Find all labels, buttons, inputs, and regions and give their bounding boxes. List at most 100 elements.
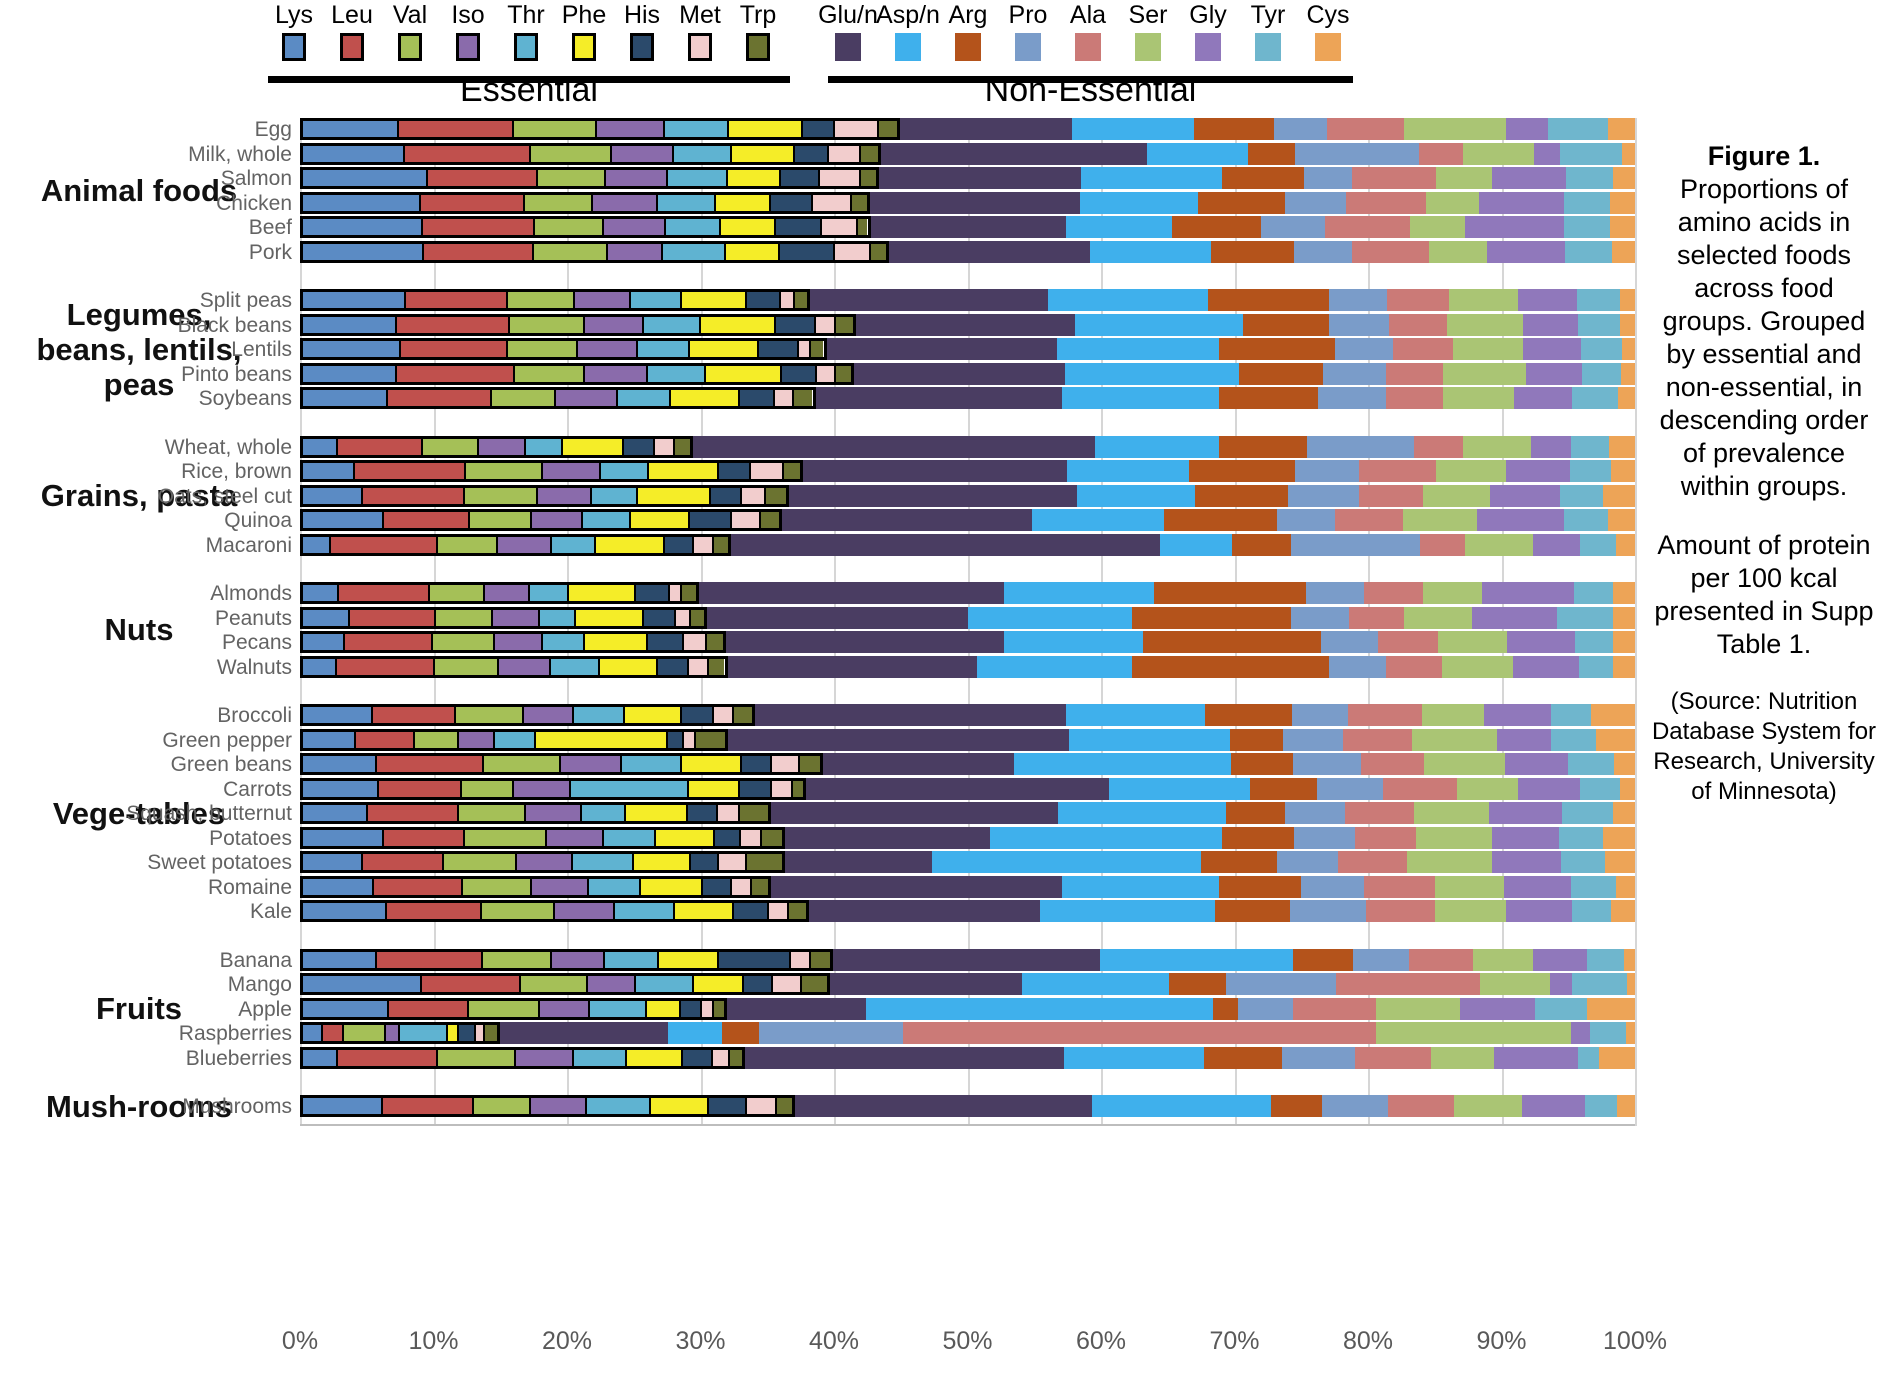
bar-segment-thr <box>592 487 638 504</box>
bar-segment-ser <box>1447 313 1524 336</box>
bar-segment-arg <box>1218 435 1308 458</box>
bar-segment-asp-n <box>1069 728 1231 751</box>
bar-segment-met <box>701 1000 714 1017</box>
bar-segment-trp <box>761 829 783 846</box>
bar-segment-thr <box>635 976 694 992</box>
bar-segment-thr <box>637 341 690 357</box>
bar-segment-lys <box>303 1049 338 1066</box>
bar-segment-lys <box>303 487 363 504</box>
essential-segment-group <box>300 533 732 556</box>
food-label-rice-brown: Rice, brown <box>181 460 292 483</box>
bar-segment-tyr <box>1566 167 1613 189</box>
bar-segment-asp-n <box>1080 191 1199 214</box>
table-row <box>300 875 1635 898</box>
bar-segment-phe <box>731 145 795 162</box>
food-label-macaroni: Macaroni <box>205 533 292 557</box>
bar-segment-asp-n <box>1004 631 1143 653</box>
bar-segment-trp <box>777 1098 792 1114</box>
bar-segment-glu-n <box>770 802 1059 824</box>
bar-segment-leu <box>397 316 511 333</box>
bar-segment-met <box>835 121 879 137</box>
bar-segment-gly <box>1505 118 1549 140</box>
table-row <box>300 240 1635 263</box>
bar-segment-cys <box>1612 582 1635 604</box>
bar-segment-val <box>435 658 499 675</box>
bar-segment-cys <box>1609 435 1635 458</box>
food-label-apple: Apple <box>238 997 292 1021</box>
bar-segment-thr <box>674 145 732 162</box>
food-label-mango: Mango <box>227 973 292 996</box>
x-tick-label: 30% <box>675 1327 726 1355</box>
bar-segment-ser <box>1403 509 1478 531</box>
bar-segment-trp <box>835 365 852 382</box>
bar-segment-cys <box>1586 997 1635 1020</box>
non-essential-segment-group <box>707 606 1635 629</box>
bar-segment-iso <box>458 731 495 748</box>
bar-segment-met <box>834 243 872 260</box>
bar-segment-thr <box>494 731 536 748</box>
bar-segment-met <box>731 512 761 528</box>
table-row <box>300 826 1635 849</box>
legend-swatch-pro <box>1015 33 1041 61</box>
bar-segment-glu-n <box>692 435 1095 458</box>
bar-segment-tyr <box>1563 216 1610 238</box>
bar-segment-pro <box>1292 704 1349 726</box>
bar-segment-val <box>468 1000 540 1017</box>
table-row <box>300 1095 1635 1117</box>
bar-segment-glu-n <box>880 142 1148 165</box>
bar-segment-thr <box>539 609 577 626</box>
bar-segment-arg <box>1231 753 1293 775</box>
bar-segment-cys <box>1612 631 1635 653</box>
bar-segment-iso <box>515 1049 574 1066</box>
bar-segment-his <box>710 487 743 504</box>
group-label-grains-pasta: Grains, pasta <box>40 478 238 513</box>
bar-segment-leu <box>377 756 485 772</box>
bar-segment-met <box>742 487 767 504</box>
bar-segment-leu <box>427 170 538 186</box>
bar-segment-gly <box>1477 509 1564 531</box>
essential-segment-group <box>300 435 693 458</box>
bar-segment-leu <box>406 292 508 308</box>
bar-segment-tyr <box>1569 460 1612 482</box>
essential-segment-group <box>300 777 806 800</box>
bar-segment-val <box>514 365 586 382</box>
bar-segment-trp <box>794 292 808 308</box>
bar-segment-asp-n <box>1067 460 1190 482</box>
bar-segment-ala <box>1364 875 1435 898</box>
non-essential-segment-group <box>789 484 1635 507</box>
essential-segment-group <box>300 1095 795 1117</box>
bar-segment-pro <box>1328 313 1390 336</box>
bar-segment-met <box>746 1098 778 1114</box>
bar-segment-cys <box>1620 362 1635 385</box>
bar-segment-arg <box>1203 1046 1283 1069</box>
bar-segment-met <box>772 756 801 772</box>
table-row <box>300 948 1635 971</box>
bar-segment-val <box>510 316 586 333</box>
legend-rule-non-essential <box>828 76 1353 83</box>
legend-label: Iso <box>451 1 485 29</box>
bar-segment-arg <box>1293 948 1354 971</box>
legend-label: Asp/n <box>876 1 940 29</box>
bar-segment-gly <box>1482 582 1575 604</box>
bar-segment-lys <box>303 219 424 235</box>
essential-segment-group <box>300 191 871 214</box>
bar-segment-cys <box>1595 728 1635 751</box>
legend-swatch-thr <box>514 33 538 61</box>
bar-segment-lys <box>303 634 346 650</box>
bar-segment-lys <box>303 512 385 528</box>
essential-segment-group <box>300 1022 500 1044</box>
bar-segment-gly <box>1497 728 1552 751</box>
table-row <box>300 802 1635 824</box>
legend-label: Pro <box>1008 1 1048 29</box>
bar-segment-val <box>459 805 526 821</box>
bar-segment-leu <box>382 1098 474 1114</box>
bar-segment-pro <box>1273 118 1327 140</box>
bar-segment-val <box>422 438 480 455</box>
bar-segment-ser <box>1465 533 1534 556</box>
legend-label: Gly <box>1189 1 1227 29</box>
bar-segment-asp-n <box>1048 289 1209 311</box>
bar-segment-val <box>524 194 594 211</box>
legend-item-arg: Arg <box>938 0 998 61</box>
bar-segment-his <box>759 341 799 357</box>
bar-segment-cys <box>1590 704 1635 726</box>
